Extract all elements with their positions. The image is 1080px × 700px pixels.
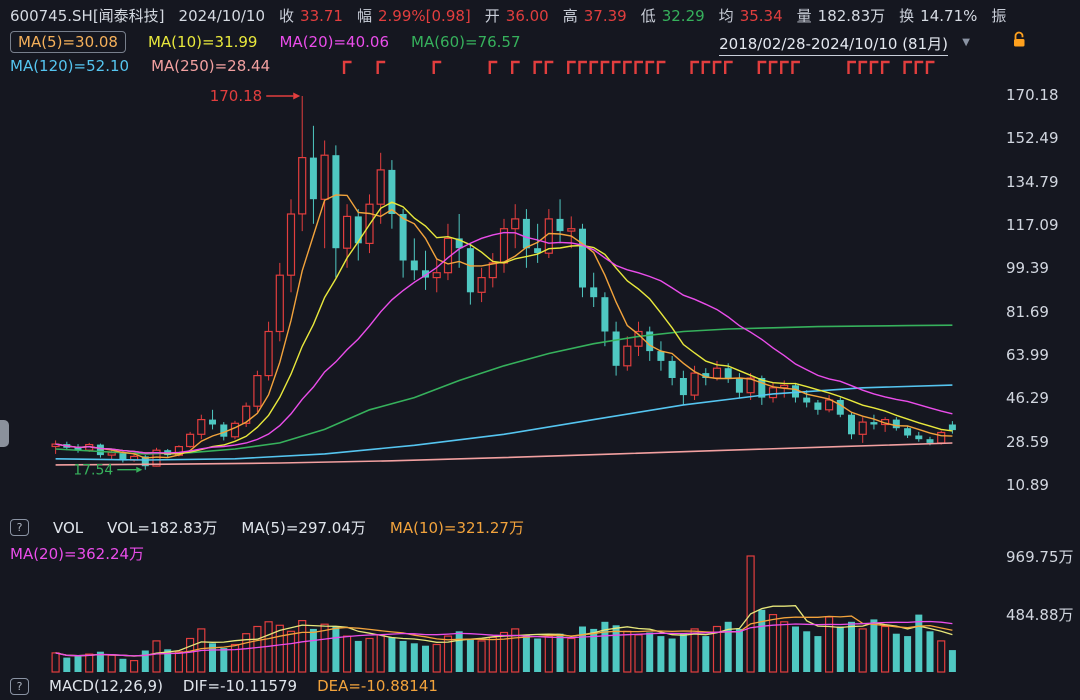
price-axis-label: 170.18 bbox=[1006, 86, 1059, 104]
range-selector[interactable]: 2018/02/28-2024/10/10 (81月) bbox=[719, 33, 948, 56]
ma-legend-row1: MA(5)=30.08 MA(10)=31.99 MA(20)=40.06 MA… bbox=[10, 31, 521, 53]
quote-field-high: 高 37.39 bbox=[562, 6, 627, 26]
price-axis-label: 46.29 bbox=[1006, 389, 1049, 408]
price-axis: 170.18 152.49 134.79 117.09 99.39 81.69 63.99 4… bbox=[1006, 0, 1080, 700]
main-chart-canvas[interactable]: 170.18 17.54 bbox=[0, 80, 1005, 516]
ma5-label[interactable]: MA(5)=30.08 bbox=[10, 31, 126, 53]
quote-field-avg: 均 35.34 bbox=[718, 6, 783, 26]
price-axis-label: 81.69 bbox=[1006, 302, 1049, 321]
chevron-down-icon[interactable]: ▼ bbox=[962, 37, 970, 48]
macd-help-icon[interactable]: ? bbox=[10, 677, 29, 695]
volume-chart-canvas[interactable] bbox=[0, 554, 1005, 674]
macd-legend-row: ? MACD(12,26,9) DIF=-10.11579 DEA=-10.88… bbox=[10, 677, 438, 695]
ma-legend-row2: MA(120)=52.10 MA(250)=28.44 bbox=[10, 57, 270, 75]
quote-field-turnover: 换 14.71% bbox=[899, 6, 978, 26]
price-axis-label: 134.79 bbox=[1006, 172, 1059, 191]
macd-dif-label: DIF=-10.11579 bbox=[182, 677, 298, 695]
macd-title: MACD(12,26,9) bbox=[49, 677, 163, 695]
quote-field-close: 收 33.71 bbox=[279, 6, 343, 26]
quote-field-open: 开 36.00 bbox=[484, 6, 549, 26]
price-axis-label: 117.09 bbox=[1006, 215, 1059, 234]
vol-ma10-label: MA(10)=321.27万 bbox=[389, 519, 524, 537]
svg-text:170.18: 170.18 bbox=[210, 87, 263, 105]
vol-ma5-label: MA(5)=297.04万 bbox=[241, 519, 366, 537]
price-axis-label: 28.59 bbox=[1006, 432, 1049, 451]
volume-axis-label: 969.75万 bbox=[1006, 548, 1074, 566]
price-axis-label: 63.99 bbox=[1006, 345, 1049, 364]
price-axis-label: 99.39 bbox=[1006, 259, 1049, 278]
lock-icon[interactable] bbox=[1010, 30, 1028, 48]
svg-text:17.54: 17.54 bbox=[73, 463, 113, 479]
volume-legend-row2: MA(20)=362.24万 bbox=[10, 543, 144, 564]
ma250-label[interactable]: MA(250)=28.44 bbox=[151, 57, 271, 75]
ma120-label[interactable]: MA(120)=52.10 bbox=[10, 57, 130, 75]
stock-symbol[interactable]: 600745.SH[闻泰科技] bbox=[10, 7, 165, 25]
quote-field-volume: 量 182.83万 bbox=[796, 7, 886, 25]
vol-help-icon[interactable]: ? bbox=[10, 519, 29, 536]
quote-date: 2024/10/10 bbox=[178, 6, 266, 25]
vol-value-label: VOL=182.83万 bbox=[107, 519, 218, 537]
macd-dea-label: DEA=-10.88141 bbox=[317, 677, 438, 695]
ma10-label[interactable]: MA(10)=31.99 bbox=[147, 33, 258, 51]
quote-field-low: 低 32.29 bbox=[640, 6, 705, 26]
left-drag-handle[interactable] bbox=[0, 420, 9, 447]
quote-field-amplitude: 振 bbox=[991, 7, 1007, 25]
price-axis-label: 152.49 bbox=[1006, 129, 1059, 148]
volume-axis-label: 484.88万 bbox=[1006, 605, 1074, 624]
quote-header: 600745.SH[闻泰科技] 2024/10/10 收 33.71 幅 2.99%… bbox=[10, 5, 1080, 26]
ma20-label[interactable]: MA(20)=40.06 bbox=[279, 33, 389, 51]
event-marker-strip bbox=[342, 60, 935, 74]
vol-title: VOL bbox=[53, 518, 84, 537]
volume-legend-row1: ? VOL VOL=182.83万 MA(5)=297.04万 MA(10)=3… bbox=[10, 517, 524, 538]
ma60-label[interactable]: MA(60)=76.57 bbox=[411, 33, 521, 51]
vol-ma20-label: MA(20)=362.24万 bbox=[10, 545, 145, 563]
quote-field-change: 幅 2.99%[0.98] bbox=[356, 6, 471, 26]
price-axis-label: 10.89 bbox=[1006, 475, 1049, 494]
